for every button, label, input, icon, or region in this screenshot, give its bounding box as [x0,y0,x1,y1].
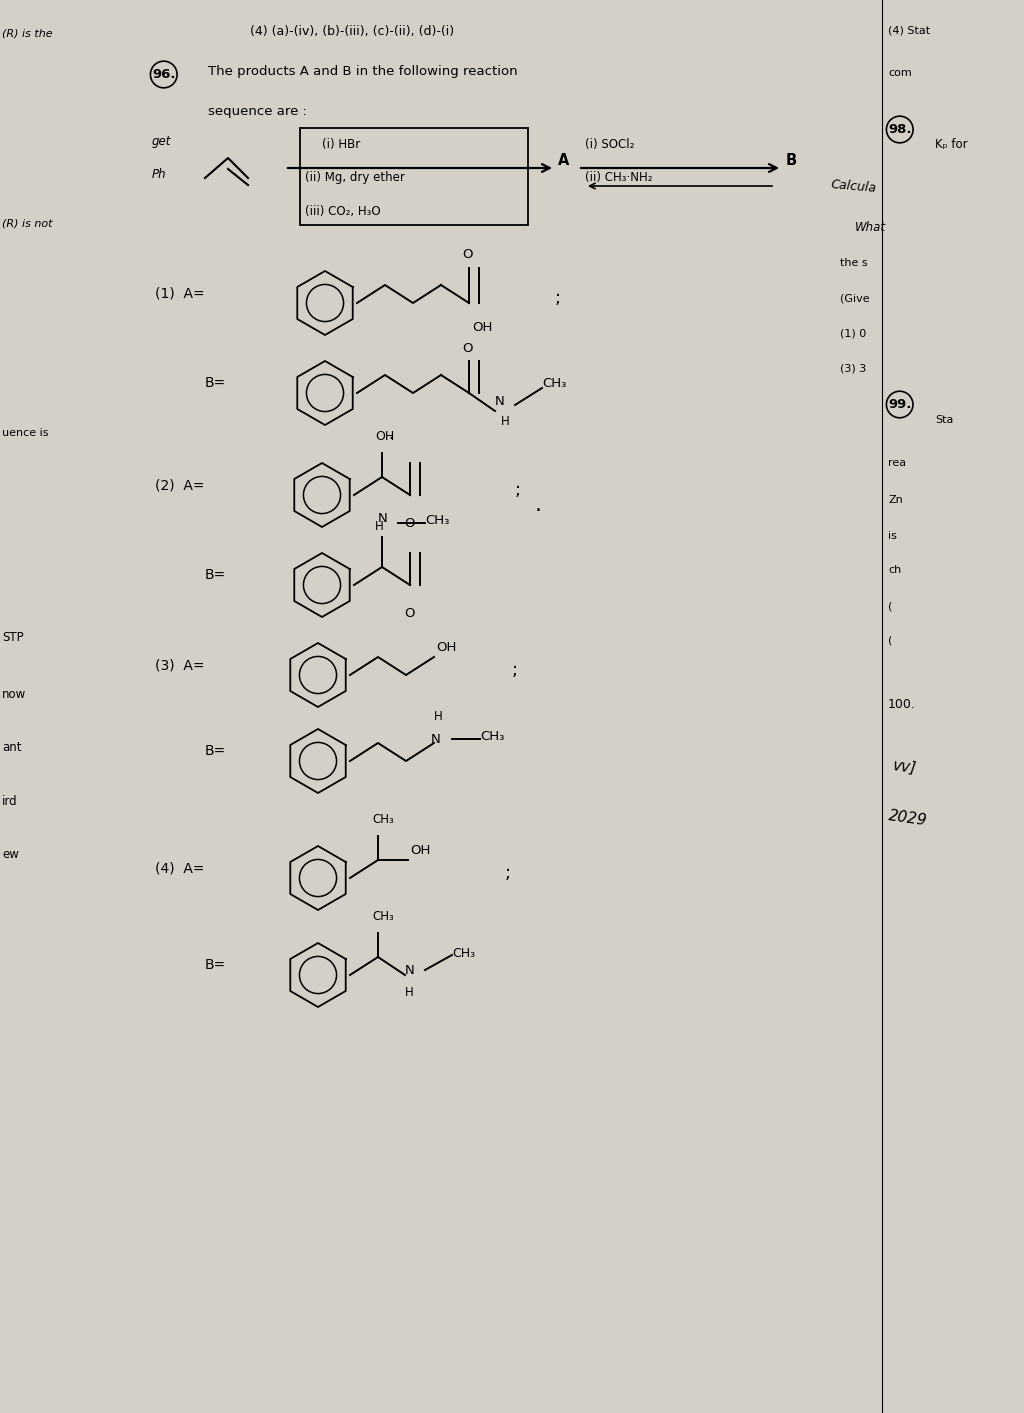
Text: The products A and B in the following reaction: The products A and B in the following re… [208,65,517,78]
Text: N: N [495,394,505,407]
Text: vv]: vv] [892,757,918,776]
Text: (ii) CH₃·NH₂: (ii) CH₃·NH₂ [585,171,652,184]
Text: Calcula: Calcula [830,178,877,195]
Text: (: ( [888,601,892,610]
Text: OH: OH [375,430,394,444]
Text: OH: OH [410,844,430,856]
Text: .: . [388,425,393,444]
Text: STP: STP [2,632,24,644]
Text: N: N [431,732,440,746]
Text: H: H [375,520,384,533]
Text: (3) 3: (3) 3 [840,363,866,373]
Text: CH₃: CH₃ [480,729,505,742]
Text: 2029: 2029 [888,808,929,828]
Text: (i) SOCl₂: (i) SOCl₂ [585,138,635,151]
Text: (: ( [888,634,892,644]
Text: ant: ant [2,740,22,755]
Text: B: B [786,153,797,168]
Text: com: com [888,68,911,78]
Text: (ii) Mg, dry ether: (ii) Mg, dry ether [305,171,404,184]
Text: Kₚ for: Kₚ for [935,138,968,151]
Text: CH₃: CH₃ [372,812,394,827]
Text: Zn: Zn [888,495,903,504]
Text: get: get [152,136,171,148]
Text: (2)  A=: (2) A= [155,478,205,492]
Text: H: H [434,709,442,723]
Text: (4) Stat: (4) Stat [888,25,930,35]
Text: .: . [535,495,542,514]
Text: ;: ; [515,480,521,499]
Text: O: O [404,517,415,530]
Text: (R) is the: (R) is the [2,28,52,38]
Text: (1)  A=: (1) A= [155,285,205,300]
Text: What: What [855,220,886,235]
Text: 98.: 98. [888,123,911,136]
Text: sequence are :: sequence are : [208,105,307,119]
Text: (i) HBr: (i) HBr [322,138,360,151]
Text: rea: rea [888,458,906,468]
Text: ;: ; [505,863,511,882]
Text: CH₃: CH₃ [425,513,450,527]
Text: (4) (a)-(iv), (b)-(iii), (c)-(ii), (d)-(i): (4) (a)-(iv), (b)-(iii), (c)-(ii), (d)-(… [250,25,454,38]
Text: uence is: uence is [2,428,48,438]
Text: (Give: (Give [840,292,869,302]
Text: OH: OH [472,321,493,333]
Text: now: now [2,688,27,701]
Text: B=: B= [205,568,226,582]
Text: CH₃: CH₃ [452,947,475,959]
Text: O: O [462,249,472,261]
Text: is: is [888,531,897,541]
Text: B=: B= [205,745,226,757]
Text: H: H [406,986,414,999]
Text: ;: ; [512,661,518,680]
Text: N: N [378,512,388,526]
Text: B=: B= [205,958,226,972]
Text: N: N [406,964,415,976]
Text: 99.: 99. [888,398,911,411]
Text: ;: ; [555,290,561,307]
Text: 96.: 96. [152,68,175,81]
Text: OH: OH [436,640,457,653]
Text: CH₃: CH₃ [542,376,566,390]
Text: the s: the s [840,259,867,268]
Text: Ph: Ph [152,168,167,181]
Text: H: H [501,414,510,428]
Text: (1) 0: (1) 0 [840,328,866,338]
Text: O: O [462,342,472,355]
Text: (3)  A=: (3) A= [155,658,205,673]
Text: Sta: Sta [935,415,953,425]
Text: ird: ird [2,796,17,808]
Text: B=: B= [205,376,226,390]
Text: 100.: 100. [888,698,915,711]
Text: CH₃: CH₃ [372,910,394,923]
Text: O: O [404,608,415,620]
Text: ch: ch [888,565,901,575]
Text: ew: ew [2,848,18,861]
Text: (4)  A=: (4) A= [155,861,205,875]
Text: (R) is not: (R) is not [2,218,52,227]
Text: (iii) CO₂, H₃O: (iii) CO₂, H₃O [305,205,381,218]
Text: A: A [558,153,569,168]
